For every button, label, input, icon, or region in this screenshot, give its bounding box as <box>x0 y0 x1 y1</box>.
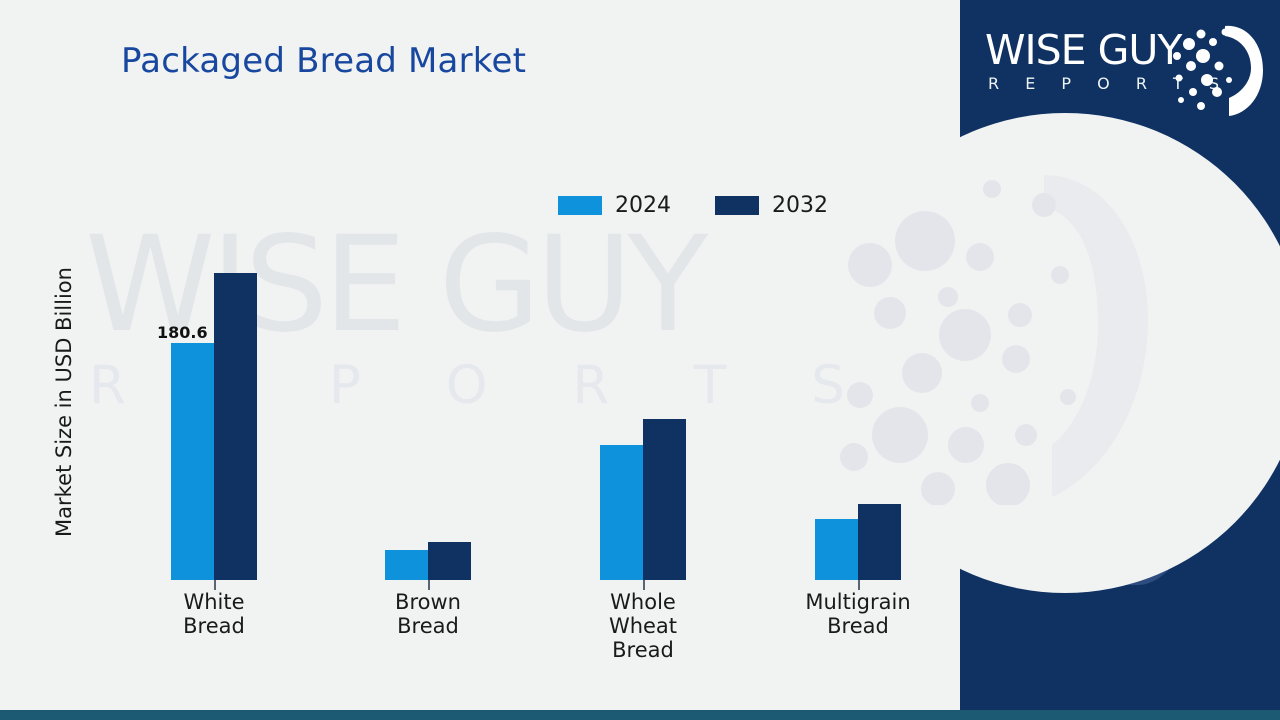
x-axis-tick <box>214 580 216 590</box>
x-axis-tick <box>428 580 430 590</box>
chart-legend: 2024 2032 <box>558 193 828 218</box>
page-title: Packaged Bread Market <box>121 41 527 81</box>
bar-2024-1[interactable] <box>171 343 214 580</box>
logo-subtitle: R E P O R T S <box>988 74 1230 93</box>
plot-area: 180.6 White Bread Brown Bread Whole Wheat B… <box>157 273 911 662</box>
bar-2024-3[interactable] <box>600 445 643 580</box>
bar-2032-2[interactable] <box>428 542 471 580</box>
bar-value-label: 180.6 <box>157 323 208 342</box>
chart: Packaged Bread Market Market Size in USD… <box>52 41 911 662</box>
legend-label-2032: 2032 <box>772 193 828 218</box>
bottom-accent-strip <box>0 710 1280 720</box>
bar-2032-3[interactable] <box>643 419 686 580</box>
logo-dots-head-icon <box>1173 25 1263 117</box>
x-axis-tick <box>858 580 860 590</box>
x-axis-category-label: White Bread <box>183 590 245 638</box>
legend-swatch-2024 <box>558 196 602 215</box>
x-axis-category-label: Whole Wheat Bread <box>608 590 678 662</box>
legend-label-2024: 2024 <box>615 193 671 218</box>
bar-2024-2[interactable] <box>385 550 428 580</box>
bar-2024-4[interactable] <box>815 519 858 580</box>
legend-item-2032[interactable]: 2032 <box>715 193 828 218</box>
bar-2032-1[interactable] <box>214 273 257 580</box>
legend-item-2024[interactable]: 2024 <box>558 193 671 218</box>
bar-2032-4[interactable] <box>858 504 901 580</box>
x-axis-category-label: Multigrain Bread <box>805 590 911 638</box>
x-axis-category-label: Brown Bread <box>395 590 461 638</box>
legend-swatch-2032 <box>715 196 759 215</box>
x-axis-tick <box>643 580 645 590</box>
logo-wordmark: WISE GUY <box>985 26 1182 74</box>
logo: WISE GUY R E P O R T S <box>985 25 1263 118</box>
